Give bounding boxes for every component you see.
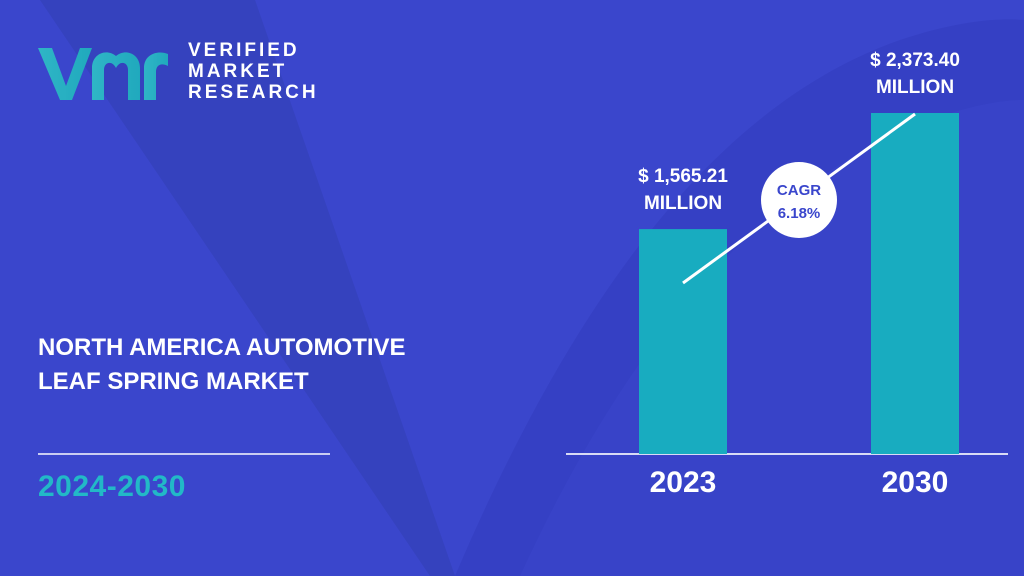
logo-line-verified: VERIFIED — [188, 40, 300, 61]
vmr-logo-mark-icon — [38, 48, 168, 100]
bar-2030 — [871, 113, 959, 454]
x-tick-label-2023: 2023 — [650, 466, 717, 499]
cagr-badge: CAGR 6.18% — [761, 162, 837, 238]
x-tick-label-2030: 2030 — [882, 466, 949, 499]
logo-line-market: MARKET — [188, 61, 288, 82]
value-unit-label-2023: MILLION — [644, 193, 722, 214]
logo-line-research: RESEARCH — [188, 82, 319, 103]
background-v-left — [40, 0, 455, 576]
value-label-2030: $ 2,373.40 — [870, 50, 960, 71]
value-label-2023: $ 1,565.21 — [638, 166, 728, 187]
value-unit-label-2030: MILLION — [876, 77, 954, 98]
company-logo: VERIFIED MARKET RESEARCH — [34, 38, 319, 104]
report-title-line-1: NORTH AMERICA AUTOMOTIVE — [38, 334, 406, 361]
cagr-value: 6.18% — [778, 205, 821, 222]
cagr-label: CAGR — [777, 182, 821, 199]
title-divider — [38, 453, 330, 455]
report-title: NORTH AMERICA AUTOMOTIVE LEAF SPRING MAR… — [38, 331, 478, 399]
report-title-line-2: LEAF SPRING MARKET — [38, 368, 309, 395]
forecast-period: 2024-2030 — [38, 470, 186, 503]
cagr-badge-circle — [761, 162, 837, 238]
logo-text: VERIFIED MARKET RESEARCH — [188, 40, 319, 103]
bar-2023 — [639, 229, 727, 454]
